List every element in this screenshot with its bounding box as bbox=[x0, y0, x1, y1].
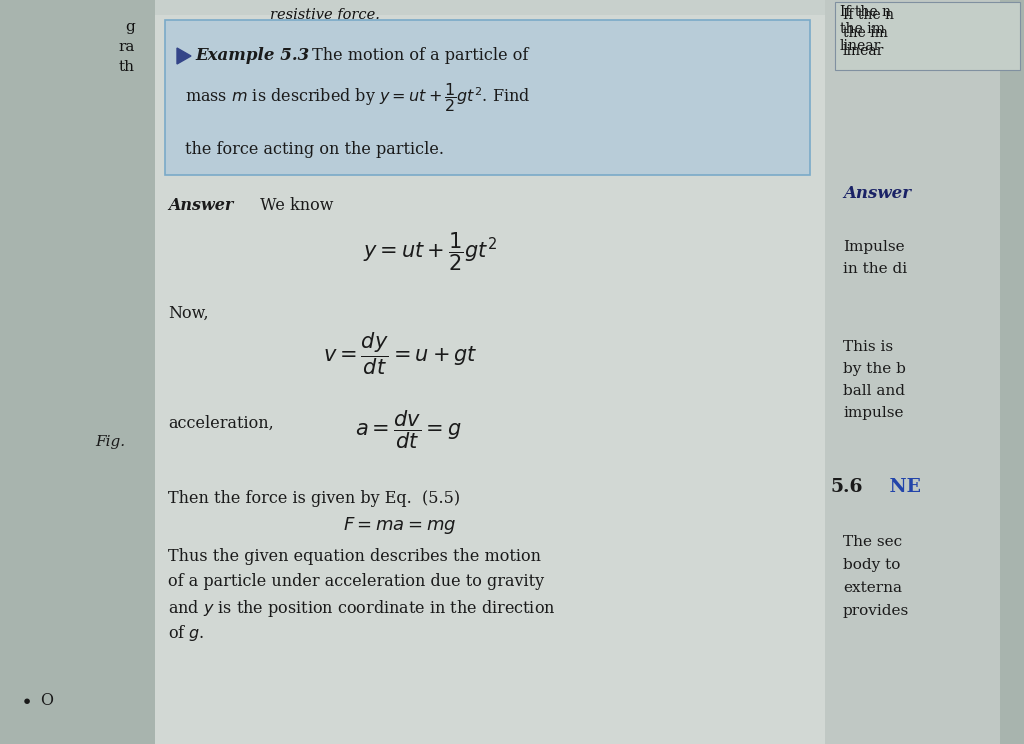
Text: of a particle under acceleration due to gravity: of a particle under acceleration due to … bbox=[168, 573, 544, 590]
Text: linear: linear bbox=[840, 39, 882, 53]
Text: Example 5.3: Example 5.3 bbox=[195, 48, 309, 65]
Text: Impulse: Impulse bbox=[843, 240, 904, 254]
Text: Thus the given equation describes the motion: Thus the given equation describes the mo… bbox=[168, 548, 541, 565]
Text: Answer: Answer bbox=[168, 197, 233, 214]
Text: acceleration,: acceleration, bbox=[168, 415, 273, 432]
Bar bbox=[825, 0, 1024, 744]
Text: We know: We know bbox=[255, 197, 334, 214]
Bar bbox=[155, 0, 825, 744]
Text: $a=\dfrac{dv}{dt}=g$: $a=\dfrac{dv}{dt}=g$ bbox=[355, 408, 462, 451]
Text: and $y$ is the position coordinate in the direction: and $y$ is the position coordinate in th… bbox=[168, 598, 556, 619]
Text: NE: NE bbox=[883, 478, 921, 496]
Text: in the di: in the di bbox=[843, 262, 907, 276]
Text: provides: provides bbox=[843, 604, 909, 618]
Text: linear: linear bbox=[843, 44, 885, 58]
Text: $\bullet$: $\bullet$ bbox=[20, 690, 31, 709]
Text: $v=\dfrac{dy}{dt}=u+gt$: $v=\dfrac{dy}{dt}=u+gt$ bbox=[323, 330, 477, 376]
Text: Now,: Now, bbox=[168, 305, 209, 322]
Text: externa: externa bbox=[843, 581, 902, 595]
Text: resistive force.: resistive force. bbox=[270, 8, 380, 22]
Text: the im: the im bbox=[840, 22, 885, 36]
Text: ra: ra bbox=[119, 40, 135, 54]
Text: $y=ut+\dfrac{1}{2}gt^2$: $y=ut+\dfrac{1}{2}gt^2$ bbox=[362, 230, 497, 272]
Text: ball and: ball and bbox=[843, 384, 905, 398]
Text: the force acting on the particle.: the force acting on the particle. bbox=[185, 141, 444, 158]
Text: g: g bbox=[125, 20, 135, 34]
Text: The sec: The sec bbox=[843, 535, 902, 549]
Text: Fig.: Fig. bbox=[95, 435, 125, 449]
Bar bbox=[165, 20, 810, 175]
Bar bbox=[155, 0, 825, 15]
Text: of $g$.: of $g$. bbox=[168, 623, 205, 643]
Text: mass $m$ is described by $y = ut + \dfrac{1}{2}gt^2$. Find: mass $m$ is described by $y = ut + \dfra… bbox=[185, 82, 530, 115]
Text: O: O bbox=[40, 692, 53, 709]
Text: Answer: Answer bbox=[843, 185, 911, 202]
Text: impulse: impulse bbox=[843, 406, 903, 420]
Polygon shape bbox=[177, 48, 191, 64]
Text: 5.6: 5.6 bbox=[830, 478, 862, 496]
Text: $F=ma=mg$: $F=ma=mg$ bbox=[343, 515, 457, 536]
Bar bbox=[0, 0, 155, 744]
Text: If the n: If the n bbox=[843, 8, 894, 22]
Bar bbox=[835, 2, 1020, 70]
Text: the im: the im bbox=[843, 26, 888, 40]
Bar bbox=[1000, 0, 1024, 744]
Text: The motion of a particle of: The motion of a particle of bbox=[307, 48, 528, 65]
Text: by the b: by the b bbox=[843, 362, 906, 376]
Text: th: th bbox=[119, 60, 135, 74]
Text: Then the force is given by Eq.  (5.5): Then the force is given by Eq. (5.5) bbox=[168, 490, 460, 507]
Text: This is: This is bbox=[843, 340, 893, 354]
Text: If the n: If the n bbox=[840, 5, 891, 19]
Text: body to: body to bbox=[843, 558, 900, 572]
